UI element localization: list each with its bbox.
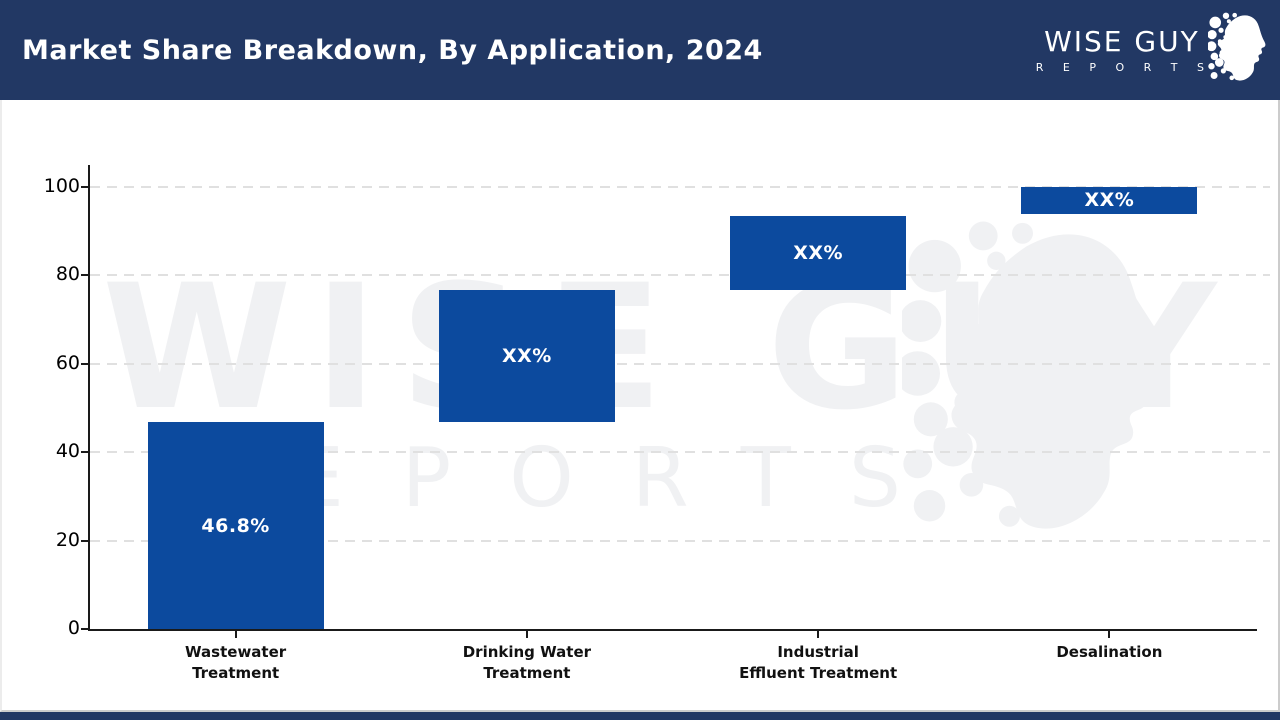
bar-value-label: 46.8% (201, 514, 270, 537)
y-tick-label-100: 100 (43, 175, 80, 197)
brand-subtitle: R E P O R T S (1035, 60, 1212, 74)
brand-logo: WISE GUY R E P O R T S (1032, 12, 1280, 88)
y-tickmark-100 (81, 186, 88, 188)
y-tick-label-80: 80 (55, 263, 80, 286)
x-category-label-drinking-water-treatment: Drinking Water Treatment (462, 643, 592, 682)
brand-face-icon (1208, 12, 1266, 88)
x-tickmark-3 (817, 631, 820, 638)
y-tickmark-20 (81, 539, 88, 542)
plot-area: 0 20 40 60 80 100 46.8% Wastewater Treatment XX%… (2, 100, 1278, 710)
y-axis-line (88, 165, 90, 631)
y-tick-label-20: 20 (55, 528, 80, 551)
x-tickmark-4 (1108, 631, 1111, 638)
x-tickmark-2 (525, 631, 528, 638)
brand-logo-text: WISE GUY R E P O R T S (1032, 24, 1212, 74)
y-tickmark-0 (81, 628, 88, 630)
y-tickmark-60 (81, 362, 88, 365)
y-tickmark-80 (81, 274, 88, 277)
y-tick-label-40: 40 (55, 440, 80, 463)
bar-wastewater-treatment: 46.8% (147, 422, 324, 629)
y-tickmark-40 (81, 451, 88, 454)
bar-drinking-water-treatment: XX% (438, 290, 615, 423)
header: Market Share Breakdown, By Application, … (0, 0, 1280, 100)
y-tick-label-60: 60 (55, 351, 80, 374)
bar-desalination: XX% (1021, 187, 1198, 214)
chart-area: WISE GUY REPORTS 0 20 40 60 80 100 46.8% Wastew… (0, 100, 1280, 712)
gridline-y40 (90, 451, 1270, 454)
x-category-label-desalination: Desalination (1056, 643, 1163, 661)
bar-value-label: XX% (793, 242, 844, 265)
page-title: Market Share Breakdown, By Application, … (22, 34, 763, 66)
gridline-y60 (90, 362, 1270, 365)
gridline-y100 (90, 186, 1270, 188)
y-tick-label-0: 0 (67, 617, 80, 639)
x-category-label-industrial-effluent-treatment: Industrial Effluent Treatment (739, 643, 898, 682)
bar-value-label: XX% (501, 345, 552, 368)
bar-value-label: XX% (1084, 189, 1135, 212)
gridline-y80 (90, 274, 1270, 277)
brand-wordmark: WISE GUY (1044, 24, 1200, 58)
x-category-label-wastewater-treatment: Wastewater Treatment (185, 643, 287, 682)
x-axis-line (88, 629, 1257, 631)
bar-industrial-effluent-treatment: XX% (730, 216, 907, 291)
gridline-y20 (90, 539, 1270, 542)
x-tickmark-1 (234, 631, 237, 638)
footer-bar (0, 712, 1280, 720)
